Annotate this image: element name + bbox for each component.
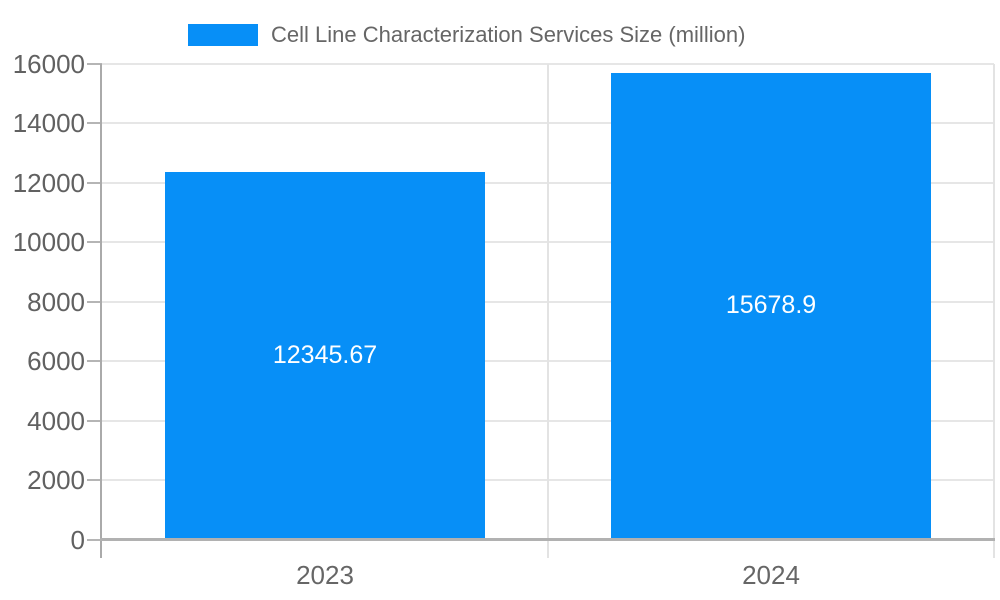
y-axis-tick-label: 6000 [27, 346, 85, 376]
y-axis-tick [87, 419, 102, 422]
y-axis-tick [87, 300, 102, 303]
y-axis-tick-label: 2000 [27, 465, 85, 495]
y-axis-tick-label: 8000 [27, 286, 85, 317]
bar-value-label: 12345.67 [272, 340, 378, 369]
gridline-vertical [993, 63, 995, 558]
y-axis-tick-label: 14000 [12, 108, 85, 138]
y-axis-tick-label: 10000 [12, 227, 85, 257]
legend-label: Cell Line Characterization Services Size… [271, 22, 746, 47]
y-axis-tick [87, 122, 102, 124]
y-axis-tick [87, 538, 102, 541]
bar-value-label: 15678.9 [725, 291, 817, 320]
y-axis-tick-label: 16000 [12, 48, 85, 79]
gridline-vertical [547, 63, 549, 558]
x-axis-category-label: 2024 [742, 560, 800, 590]
y-axis-tick-label: 0 [70, 524, 85, 555]
y-axis-tick-label: 4000 [27, 405, 85, 436]
y-axis-tick [87, 479, 102, 481]
y-axis-line [100, 63, 102, 558]
y-axis-tick [87, 62, 102, 65]
y-axis-tick [87, 241, 102, 243]
legend-item[interactable]: Cell Line Characterization Services Size… [188, 21, 745, 49]
legend-swatch [188, 24, 258, 46]
x-axis-line [100, 538, 995, 541]
bar-2024[interactable]: 15678.9 [611, 73, 931, 538]
x-axis-category-label: 2023 [296, 560, 354, 590]
y-axis-tick [87, 360, 102, 362]
y-axis-tick-label: 12000 [12, 167, 85, 198]
bar-2023[interactable]: 12345.67 [165, 172, 485, 538]
y-axis-tick [87, 181, 102, 184]
